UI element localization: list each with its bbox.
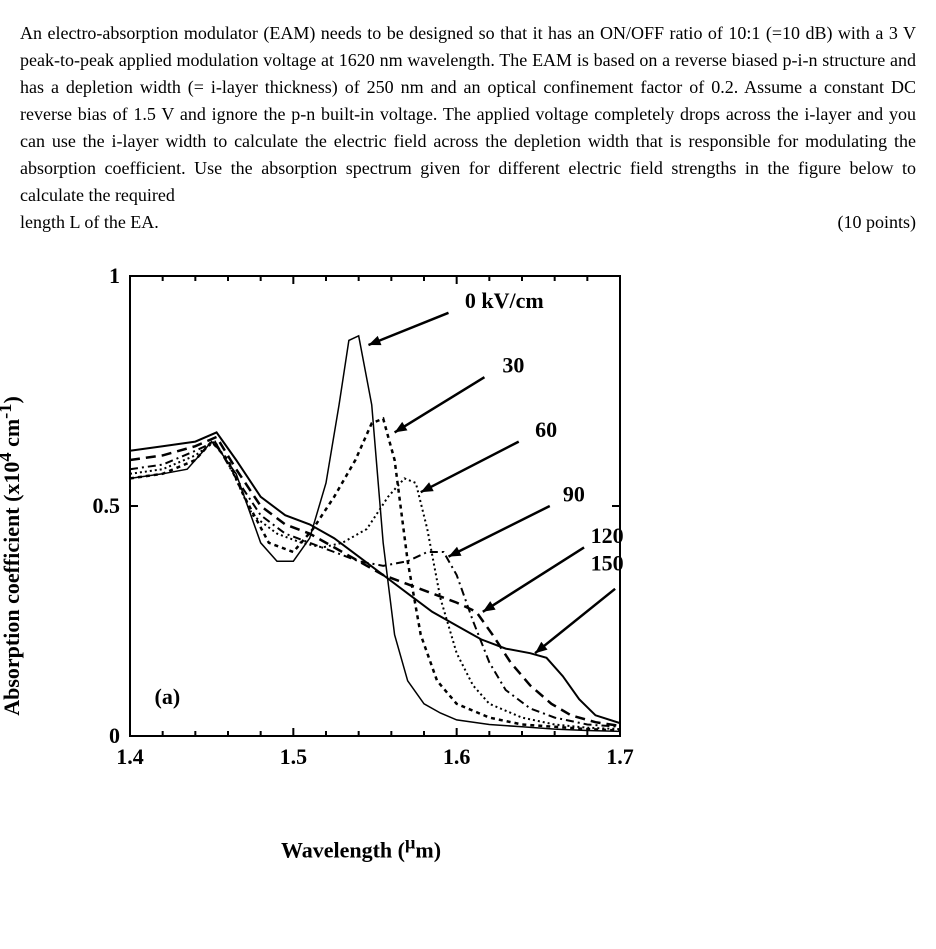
svg-text:120: 120 (591, 523, 624, 548)
problem-last-right: (10 points) (838, 209, 917, 236)
curve-90 (130, 442, 620, 727)
curve-60 (130, 442, 620, 729)
svg-text:0 kV/cm: 0 kV/cm (465, 288, 544, 313)
x-axis-label: Wavelength (μm) (281, 830, 441, 866)
svg-text:30: 30 (502, 353, 524, 378)
y-axis-label: Absorption coefficient (x104 cm-1) (0, 396, 28, 716)
svg-text:1: 1 (109, 263, 120, 288)
svg-text:1.4: 1.4 (116, 744, 144, 769)
absorption-chart: Absorption coefficient (x104 cm-1) 1.41.… (20, 256, 640, 856)
svg-text:0.5: 0.5 (93, 493, 121, 518)
problem-text: An electro-absorption modulator (EAM) ne… (20, 20, 916, 236)
curve-120 (130, 437, 620, 726)
curve-150 (130, 432, 620, 723)
svg-text:0: 0 (109, 723, 120, 748)
problem-body: An electro-absorption modulator (EAM) ne… (20, 23, 916, 205)
problem-last-left: length L of the EA. (20, 209, 159, 236)
svg-text:60: 60 (535, 417, 557, 442)
svg-text:1.5: 1.5 (280, 744, 308, 769)
svg-text:150: 150 (591, 550, 624, 575)
chart-svg: 1.4 1.5 1.6 1.7 0 0.5 1 0 kV/cm 30 60 90120150 (a) (80, 256, 640, 796)
svg-text:90: 90 (563, 481, 585, 506)
svg-text:(a): (a) (155, 684, 181, 709)
svg-text:1.7: 1.7 (606, 744, 634, 769)
svg-text:1.6: 1.6 (443, 744, 471, 769)
curve-30 (130, 419, 620, 731)
curve-0 kV/cm (130, 336, 620, 732)
